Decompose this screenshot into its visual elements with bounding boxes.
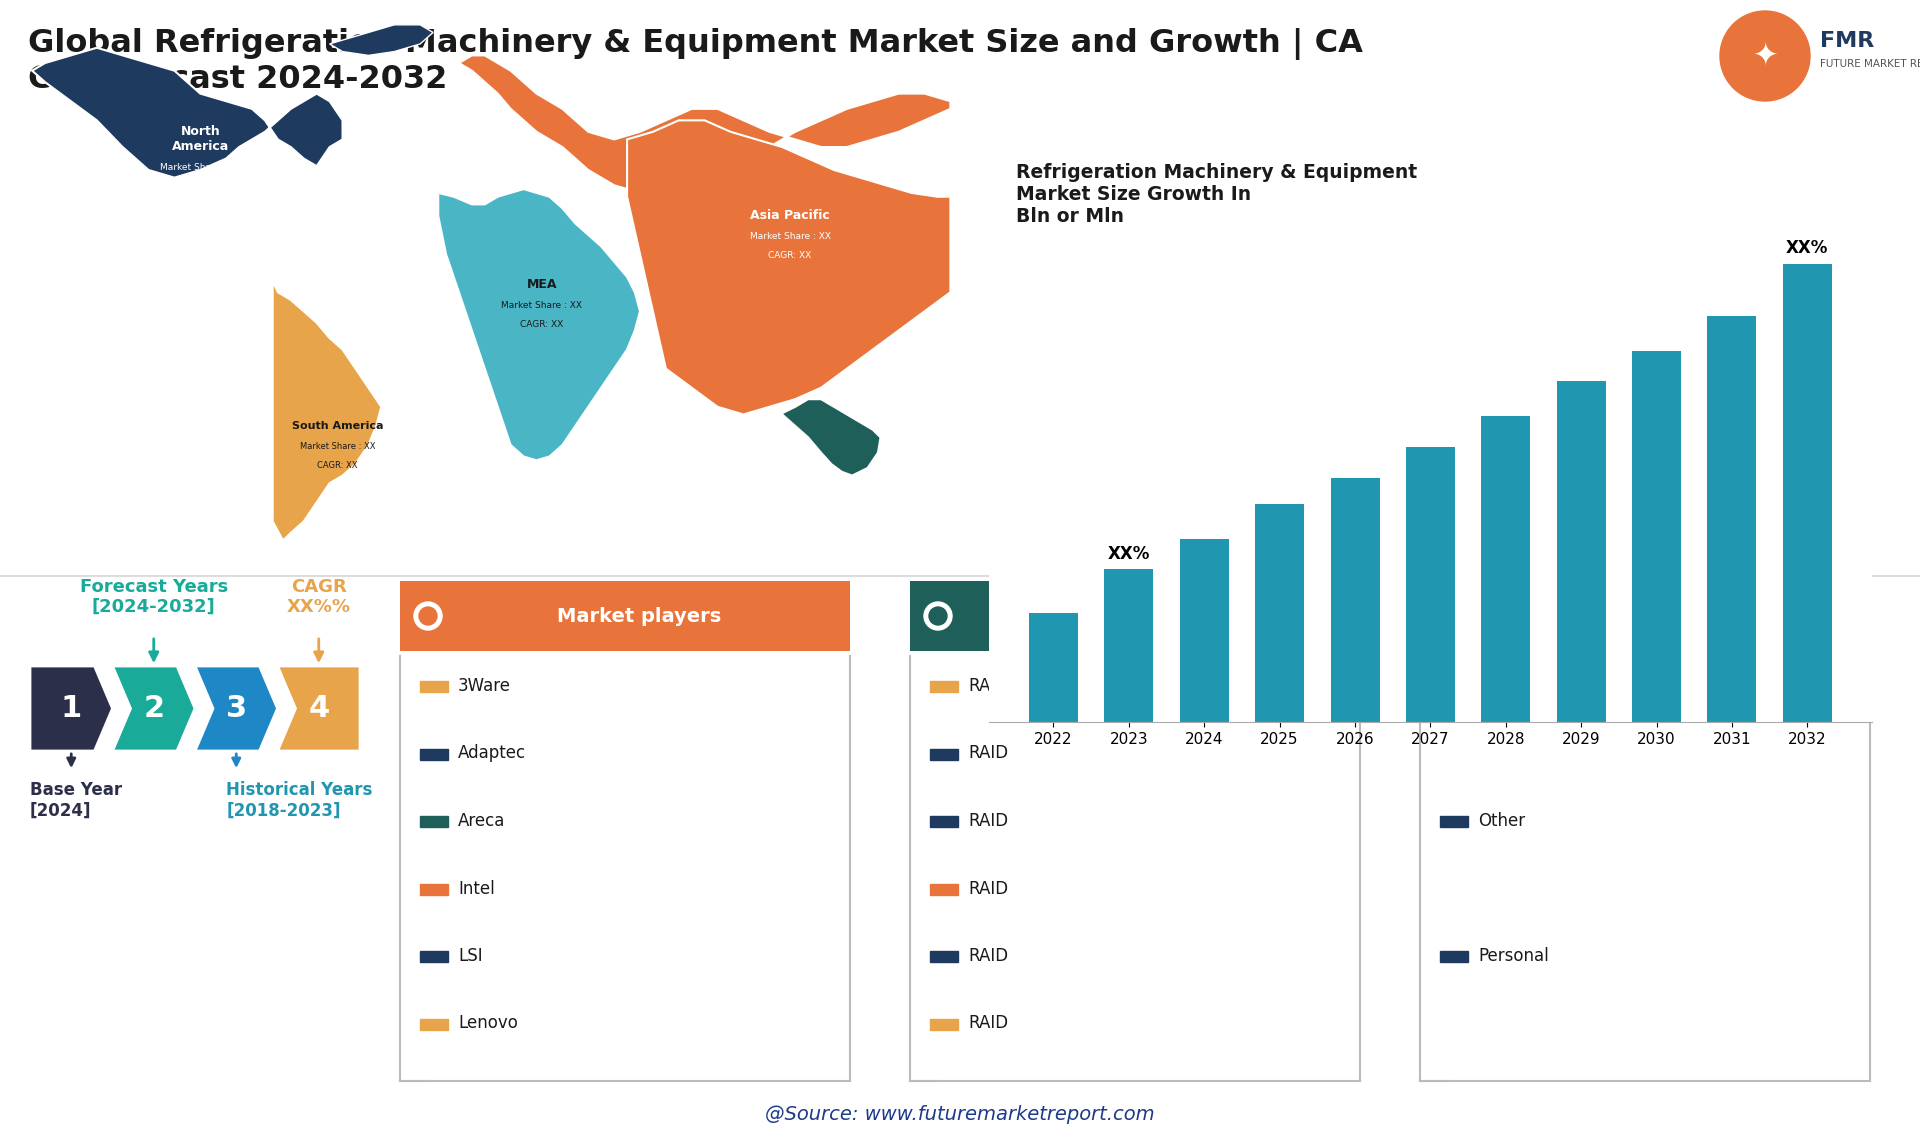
Text: CAGR: XX: CAGR: XX [520, 320, 563, 329]
Polygon shape [628, 120, 950, 415]
FancyBboxPatch shape [910, 581, 1359, 651]
Text: XX%%: XX%% [286, 598, 351, 617]
Text: Base Year
[2024]: Base Year [2024] [31, 782, 123, 819]
Bar [420, 681, 447, 692]
Text: 4: 4 [307, 694, 330, 723]
Circle shape [1720, 11, 1811, 101]
Text: GR Forecast 2024-2032: GR Forecast 2024-2032 [29, 64, 447, 95]
Bar [929, 681, 958, 692]
Bar [1256, 504, 1304, 722]
Bar [1405, 447, 1455, 722]
Text: ✦: ✦ [1753, 41, 1778, 71]
Text: Adaptec: Adaptec [459, 745, 526, 762]
Text: [2024-2032]: [2024-2032] [92, 598, 215, 617]
Text: CAGR: XX: CAGR: XX [179, 179, 223, 187]
Text: Areca: Areca [459, 813, 505, 830]
Text: FUTURE MARKET REPORT: FUTURE MARKET REPORT [1820, 58, 1920, 69]
Text: RAID: RAID [968, 947, 1008, 965]
Text: RAID: RAID [968, 745, 1008, 762]
Bar [929, 1019, 958, 1029]
Bar [1482, 416, 1530, 722]
Bar [1331, 478, 1379, 722]
Text: Market Share : XX: Market Share : XX [300, 442, 374, 450]
Bar [929, 816, 958, 827]
Text: Intel: Intel [459, 879, 495, 897]
Bar [1104, 570, 1154, 722]
Bar [929, 884, 958, 895]
Text: LSI: LSI [459, 947, 482, 965]
Bar [1557, 382, 1605, 722]
Polygon shape [33, 48, 342, 178]
Text: Market Share : XX: Market Share : XX [159, 163, 240, 172]
Circle shape [924, 602, 952, 630]
Polygon shape [196, 666, 278, 751]
Bar [929, 951, 958, 961]
Bar [420, 1019, 447, 1029]
Bar [420, 884, 447, 895]
Polygon shape [113, 666, 196, 751]
Circle shape [1434, 602, 1461, 630]
Bar [1632, 351, 1682, 722]
Text: 1: 1 [61, 694, 83, 723]
Bar [1029, 613, 1077, 722]
Circle shape [929, 607, 947, 625]
Polygon shape [31, 666, 113, 751]
Bar [1179, 539, 1229, 722]
Bar [1440, 681, 1469, 692]
Text: RAID: RAID [968, 1014, 1008, 1033]
Text: Enterprise: Enterprise [1478, 677, 1563, 694]
Text: Lenovo: Lenovo [459, 1014, 518, 1033]
Text: 3Ware: 3Ware [459, 677, 511, 694]
Text: Global Refrigeration Machinery & Equipment Market Size and Growth | CA: Global Refrigeration Machinery & Equipme… [29, 28, 1363, 60]
Bar [1707, 316, 1757, 722]
Text: RAID: RAID [968, 813, 1008, 830]
Text: South America: South America [292, 421, 384, 431]
Polygon shape [278, 666, 361, 751]
Bar [420, 951, 447, 961]
Text: Asia Pacific: Asia Pacific [751, 210, 829, 222]
Text: XX%: XX% [1108, 544, 1150, 563]
FancyBboxPatch shape [399, 581, 851, 651]
Bar [1440, 816, 1469, 827]
Text: CAGR: XX: CAGR: XX [605, 117, 649, 126]
Text: By type: By type [1108, 606, 1190, 626]
Text: Market Share : XX: Market Share : XX [501, 300, 582, 309]
Text: North
America: North America [171, 125, 228, 154]
Text: RAID: RAID [968, 677, 1008, 694]
Text: XX%: XX% [1786, 240, 1828, 257]
Text: Market players: Market players [557, 606, 722, 626]
Text: Forecast Years: Forecast Years [79, 578, 228, 596]
Text: Europe: Europe [603, 84, 651, 96]
Text: Market Share : XX: Market Share : XX [588, 102, 668, 111]
Polygon shape [780, 399, 881, 476]
Text: By application: By application [1580, 606, 1738, 626]
Bar [420, 816, 447, 827]
FancyBboxPatch shape [1421, 581, 1870, 651]
Text: Refrigeration Machinery & Equipment
Market Size Growth In
Bln or Mln: Refrigeration Machinery & Equipment Mark… [1016, 163, 1417, 226]
Text: 2: 2 [144, 694, 165, 723]
Text: Historical Years
[2018-2023]: Historical Years [2018-2023] [227, 782, 372, 819]
Text: CAGR: CAGR [290, 578, 348, 596]
Bar [929, 748, 958, 760]
Polygon shape [459, 55, 950, 193]
Text: CAGR: XX: CAGR: XX [768, 251, 812, 260]
Polygon shape [273, 281, 382, 541]
Text: 3: 3 [227, 694, 248, 723]
Circle shape [1438, 607, 1457, 625]
Text: Market Share : XX: Market Share : XX [749, 231, 831, 241]
Circle shape [419, 607, 438, 625]
Text: RAID: RAID [968, 879, 1008, 897]
Text: FMR: FMR [1820, 31, 1874, 52]
Text: CAGR: XX: CAGR: XX [317, 461, 357, 470]
Text: @Source: www.futuremarketreport.com: @Source: www.futuremarketreport.com [766, 1105, 1154, 1124]
Bar [420, 748, 447, 760]
Text: Personal: Personal [1478, 947, 1549, 965]
Polygon shape [438, 189, 639, 461]
Bar [1440, 951, 1469, 961]
Bar [1784, 264, 1832, 722]
Circle shape [415, 602, 442, 630]
Text: Other: Other [1478, 813, 1524, 830]
Polygon shape [330, 25, 434, 55]
Text: MEA: MEA [526, 278, 557, 291]
